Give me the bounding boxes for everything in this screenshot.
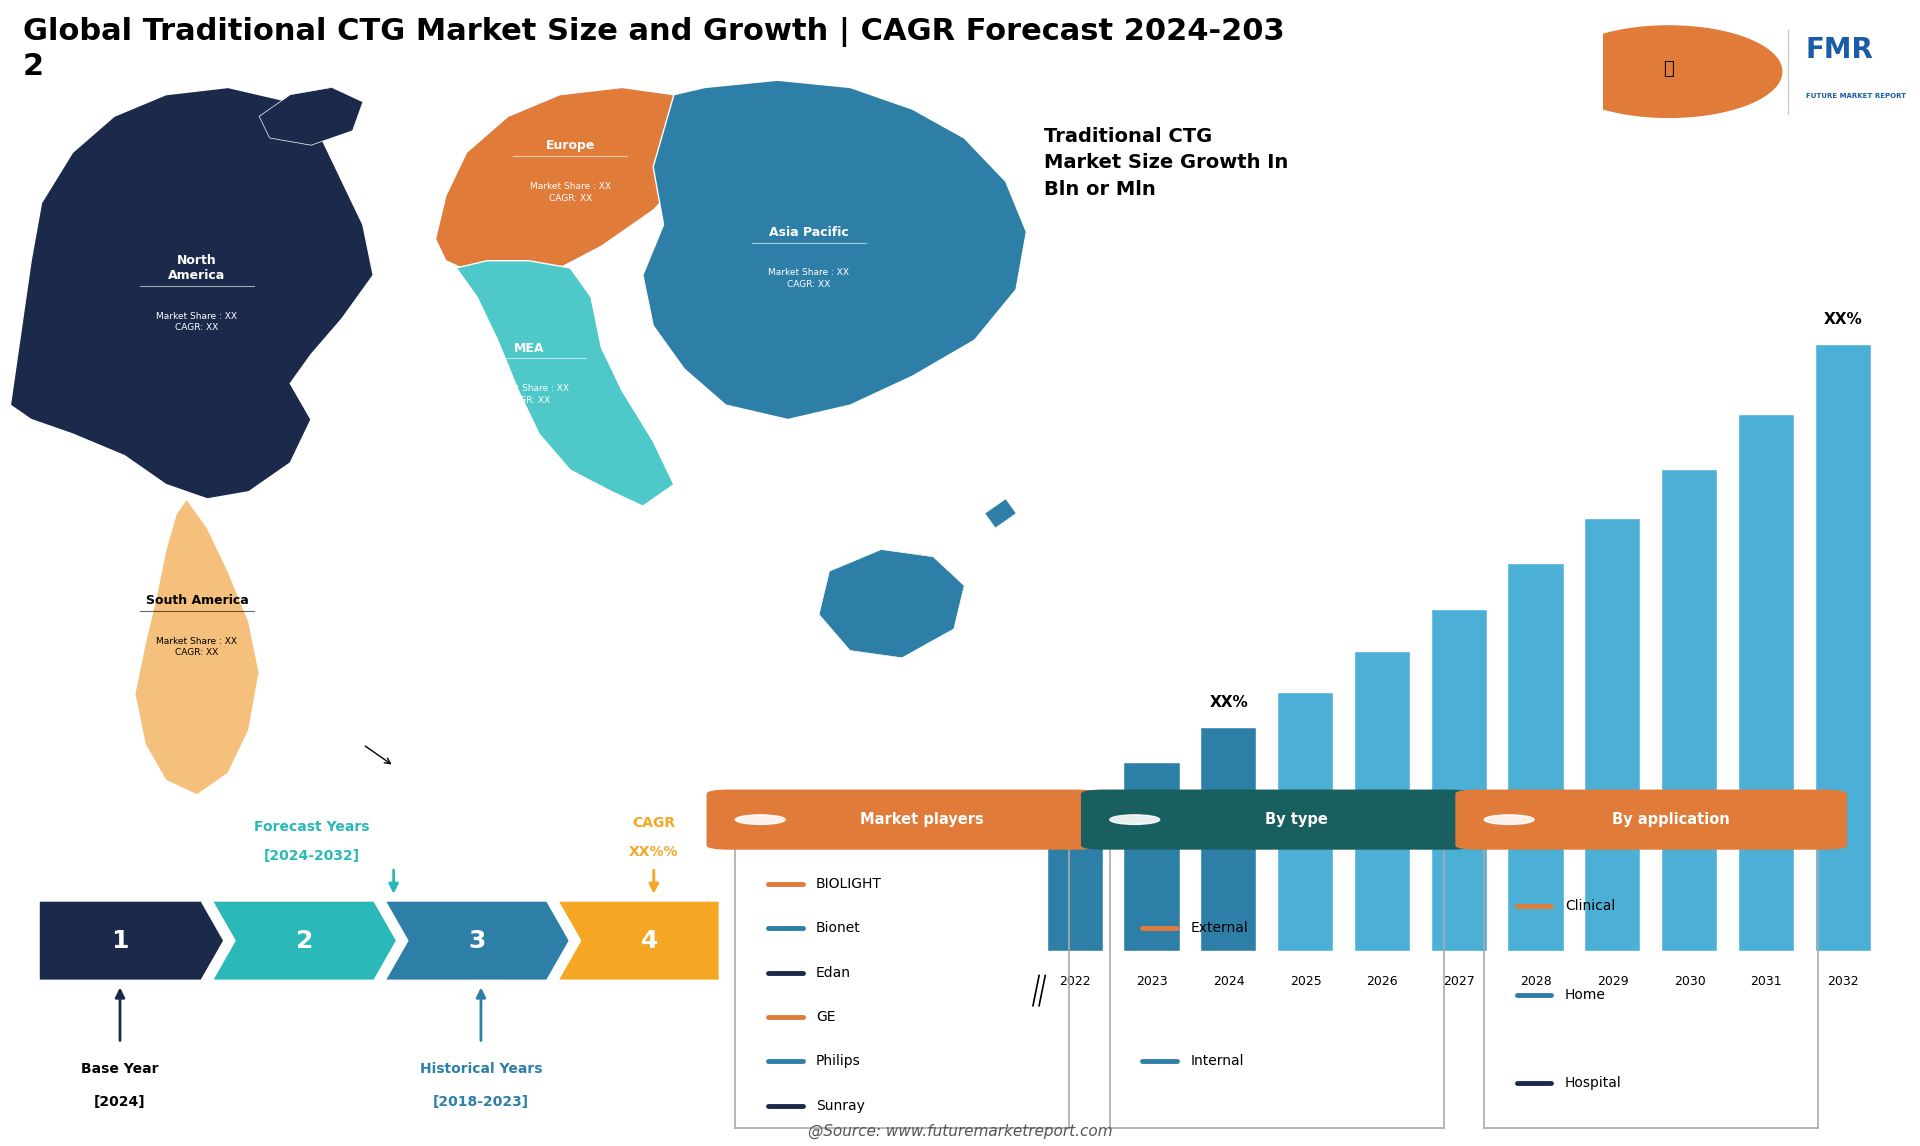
Text: Market Share : XX
CAGR: XX: Market Share : XX CAGR: XX	[768, 268, 849, 289]
Text: 2: 2	[296, 928, 313, 952]
Circle shape	[1110, 815, 1160, 824]
Bar	[1432, 610, 1486, 951]
Circle shape	[1484, 815, 1534, 824]
Polygon shape	[38, 901, 225, 981]
Text: Internal: Internal	[1190, 1054, 1244, 1068]
Text: 2025: 2025	[1290, 975, 1321, 989]
Text: FUTURE MARKET REPORT: FUTURE MARKET REPORT	[1805, 93, 1907, 99]
FancyBboxPatch shape	[1081, 790, 1473, 849]
Text: Market Share : XX
CAGR: XX: Market Share : XX CAGR: XX	[157, 636, 238, 658]
Bar	[1202, 728, 1256, 951]
Polygon shape	[211, 901, 397, 981]
Bar	[1816, 345, 1870, 951]
Text: XX%%: XX%%	[630, 846, 678, 860]
FancyBboxPatch shape	[707, 790, 1098, 849]
Text: XX%: XX%	[1210, 694, 1248, 711]
Text: 2024: 2024	[1213, 975, 1244, 989]
Polygon shape	[557, 901, 720, 981]
Bar	[1740, 415, 1793, 951]
Text: Philips: Philips	[816, 1054, 860, 1068]
Polygon shape	[643, 80, 1027, 419]
Text: 2022: 2022	[1060, 975, 1091, 989]
Text: 2028: 2028	[1521, 975, 1551, 989]
Circle shape	[1555, 26, 1782, 117]
Text: North
America: North America	[169, 254, 227, 282]
Text: Global Traditional CTG Market Size and Growth | CAGR Forecast 2024-203
2: Global Traditional CTG Market Size and G…	[23, 17, 1284, 80]
Text: 3: 3	[468, 928, 486, 952]
Bar	[1356, 652, 1409, 951]
Text: XX%: XX%	[1824, 312, 1862, 327]
Text: Traditional CTG
Market Size Growth In
Bln or Mln: Traditional CTG Market Size Growth In Bl…	[1044, 127, 1288, 198]
Polygon shape	[436, 87, 705, 282]
Text: Market Share : XX
CAGR: XX: Market Share : XX CAGR: XX	[157, 312, 238, 332]
Text: External: External	[1190, 921, 1248, 935]
Text: CAGR: CAGR	[632, 816, 676, 830]
Text: Home: Home	[1565, 988, 1605, 1002]
Text: Sunray: Sunray	[816, 1099, 864, 1113]
Bar	[1048, 811, 1102, 951]
Text: 2026: 2026	[1367, 975, 1398, 989]
Text: 2027: 2027	[1444, 975, 1475, 989]
Bar	[1509, 564, 1563, 951]
Text: 2029: 2029	[1597, 975, 1628, 989]
Text: South America: South America	[146, 595, 248, 607]
Polygon shape	[134, 499, 259, 795]
Text: Market Share : XX
CAGR: XX: Market Share : XX CAGR: XX	[530, 182, 611, 203]
Polygon shape	[985, 499, 1016, 528]
Circle shape	[735, 815, 785, 824]
Text: Asia Pacific: Asia Pacific	[768, 226, 849, 240]
Text: [2024-2032]: [2024-2032]	[263, 849, 361, 863]
Text: 2030: 2030	[1674, 975, 1705, 989]
Text: By application: By application	[1611, 813, 1730, 827]
Bar	[1125, 763, 1179, 951]
Text: 2031: 2031	[1751, 975, 1782, 989]
Polygon shape	[457, 260, 674, 507]
Polygon shape	[259, 87, 363, 146]
Bar	[1279, 693, 1332, 951]
Text: Forecast Years: Forecast Years	[253, 819, 371, 834]
Text: Market players: Market players	[860, 813, 983, 827]
FancyBboxPatch shape	[1455, 790, 1847, 849]
Text: By type: By type	[1265, 813, 1327, 827]
Polygon shape	[384, 901, 570, 981]
Text: 🔭: 🔭	[1663, 61, 1674, 78]
Text: Base Year: Base Year	[81, 1061, 159, 1076]
Text: 1: 1	[111, 928, 129, 952]
Polygon shape	[10, 87, 372, 499]
Text: Market Share : XX
CAGR: XX: Market Share : XX CAGR: XX	[488, 384, 568, 405]
Text: Bionet: Bionet	[816, 921, 860, 935]
Text: [2018-2023]: [2018-2023]	[432, 1094, 530, 1108]
Bar	[1663, 470, 1716, 951]
Text: 2032: 2032	[1828, 975, 1859, 989]
Text: FMR: FMR	[1805, 36, 1874, 64]
Text: MEA: MEA	[513, 342, 543, 354]
Bar	[1586, 519, 1640, 951]
Text: BIOLIGHT: BIOLIGHT	[816, 877, 881, 890]
Text: Edan: Edan	[816, 966, 851, 980]
Text: Clinical: Clinical	[1565, 900, 1615, 913]
Text: Historical Years: Historical Years	[420, 1061, 541, 1076]
Text: [2024]: [2024]	[94, 1094, 146, 1108]
Text: Europe: Europe	[545, 140, 595, 152]
Text: 4: 4	[641, 928, 659, 952]
Text: GE: GE	[816, 1010, 835, 1023]
Text: Hospital: Hospital	[1565, 1076, 1622, 1090]
Text: 2023: 2023	[1137, 975, 1167, 989]
Polygon shape	[820, 549, 964, 658]
Text: @Source: www.futuremarketreport.com: @Source: www.futuremarketreport.com	[808, 1123, 1112, 1139]
